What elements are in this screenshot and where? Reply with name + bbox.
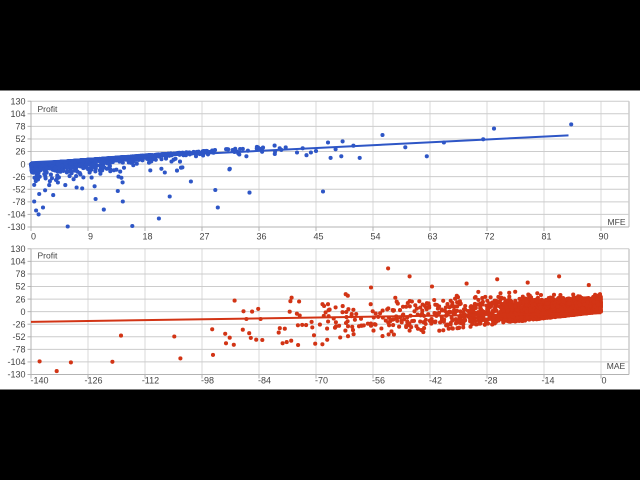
svg-text:-14: -14 — [541, 376, 554, 386]
svg-text:0: 0 — [20, 159, 25, 169]
svg-text:27: 27 — [199, 231, 209, 241]
svg-text:45: 45 — [313, 231, 323, 241]
svg-text:9: 9 — [88, 231, 93, 241]
svg-text:0: 0 — [20, 307, 25, 317]
svg-text:81: 81 — [541, 231, 551, 241]
svg-text:130: 130 — [10, 244, 25, 254]
svg-text:-126: -126 — [84, 376, 102, 386]
svg-text:-140: -140 — [30, 376, 48, 386]
svg-text:54: 54 — [370, 231, 380, 241]
svg-text:26: 26 — [15, 147, 25, 157]
svg-text:-78: -78 — [12, 197, 25, 207]
svg-text:0: 0 — [601, 376, 606, 386]
svg-text:-52: -52 — [12, 184, 25, 194]
svg-text:36: 36 — [256, 231, 266, 241]
svg-text:-42: -42 — [429, 376, 442, 386]
svg-text:-84: -84 — [258, 376, 271, 386]
svg-text:-56: -56 — [372, 376, 385, 386]
svg-text:72: 72 — [484, 231, 494, 241]
svg-text:0: 0 — [31, 231, 36, 241]
svg-text:-104: -104 — [7, 357, 25, 367]
svg-text:-26: -26 — [12, 172, 25, 182]
svg-text:52: 52 — [15, 134, 25, 144]
svg-text:-78: -78 — [12, 345, 25, 355]
svg-text:-28: -28 — [484, 376, 497, 386]
svg-text:26: 26 — [15, 294, 25, 304]
svg-text:104: 104 — [10, 109, 25, 119]
svg-text:-130: -130 — [7, 370, 25, 380]
svg-text:104: 104 — [10, 257, 25, 267]
svg-text:-112: -112 — [142, 376, 159, 386]
svg-text:130: 130 — [10, 96, 25, 106]
svg-text:-26: -26 — [12, 319, 25, 329]
svg-text:-52: -52 — [12, 332, 25, 342]
svg-text:63: 63 — [427, 231, 437, 241]
svg-text:-70: -70 — [315, 376, 328, 386]
svg-text:-98: -98 — [201, 376, 214, 386]
svg-text:78: 78 — [15, 269, 25, 279]
svg-text:-104: -104 — [7, 210, 25, 220]
svg-text:18: 18 — [142, 231, 152, 241]
svg-text:78: 78 — [15, 122, 25, 132]
svg-text:90: 90 — [598, 231, 608, 241]
svg-text:52: 52 — [15, 282, 25, 292]
svg-text:-130: -130 — [7, 222, 25, 232]
